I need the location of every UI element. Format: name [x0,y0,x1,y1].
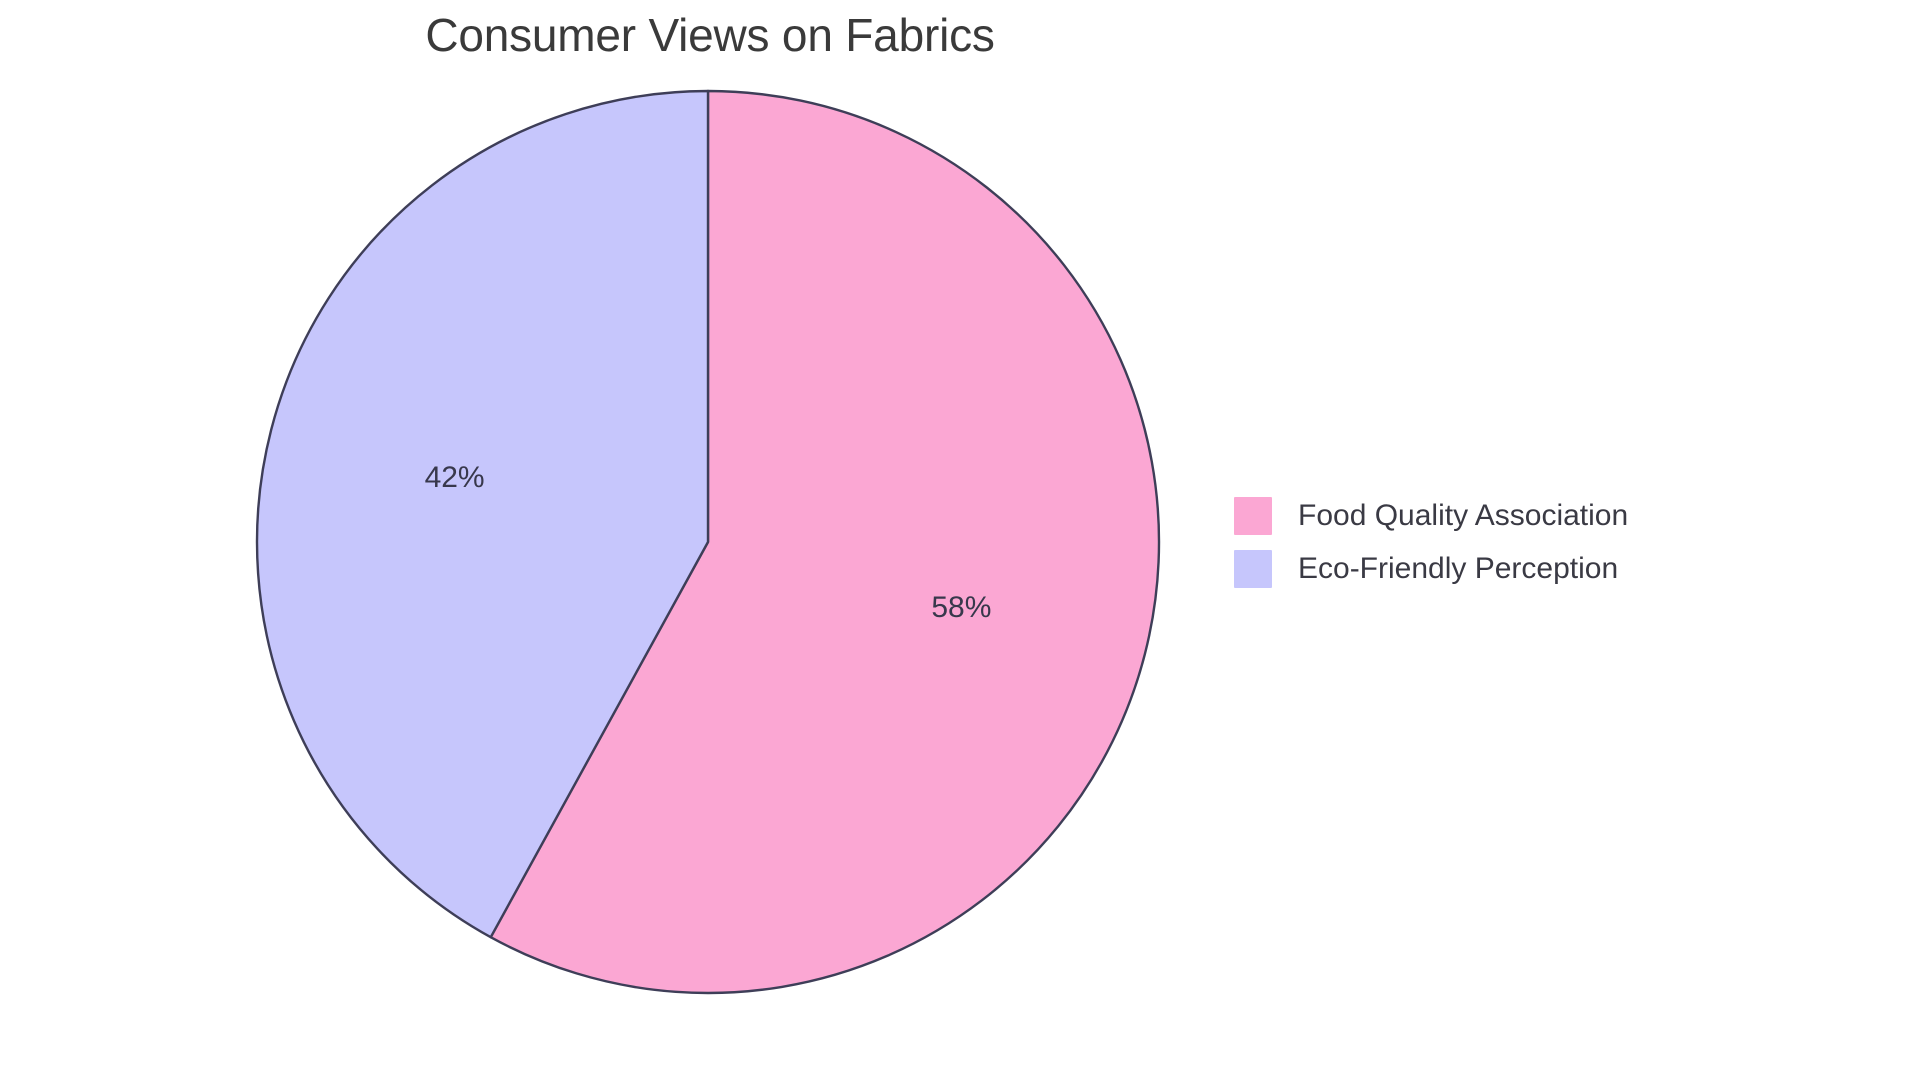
pie-slice-group [255,89,1161,995]
legend-item-label: Eco-Friendly Perception [1298,551,1619,585]
pie-svg: 58% 42% [255,89,1161,995]
pie-slice-value-label: 42% [425,461,485,494]
legend-item-label: Food Quality Association [1298,498,1629,532]
legend-color-swatch [1234,496,1272,535]
chart-legend: Food Quality Association Eco-Friendly Per… [1234,489,1628,595]
pie-slice[interactable] [489,89,1161,995]
legend-item[interactable]: Food Quality Association [1234,489,1628,542]
legend-color-swatch [1234,549,1272,588]
pie-slice[interactable] [255,89,710,939]
legend-item[interactable]: Eco-Friendly Perception [1234,542,1628,595]
pie-plot-area: 58% 42% [255,89,1161,995]
pie-slice-value-label: 58% [931,591,991,624]
pie-slice-label-group: 58% 42% [425,461,992,624]
page-title: Consumer Views on Fabrics [425,9,995,61]
